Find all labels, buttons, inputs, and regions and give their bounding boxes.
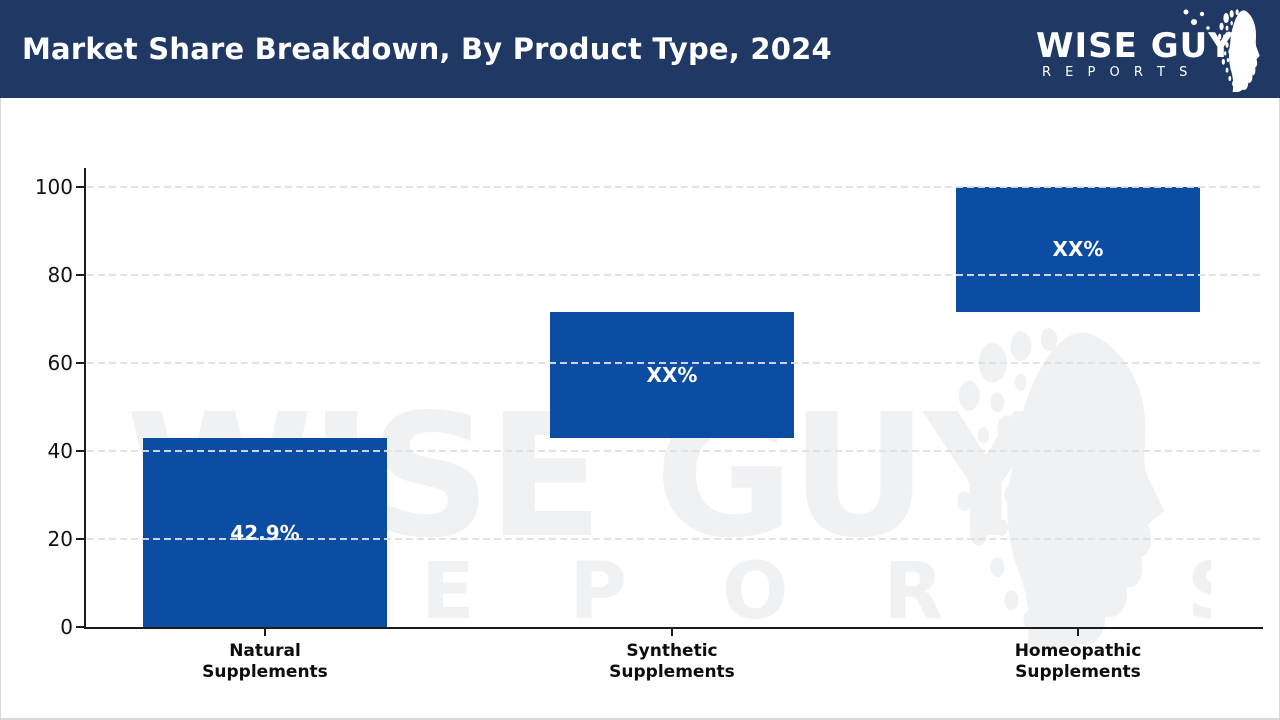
logo-wordmark: WISE GUY xyxy=(1036,26,1234,66)
y-tick-mark-60 xyxy=(76,361,84,364)
logo-dots xyxy=(1183,9,1210,30)
gridline-60 xyxy=(87,361,1263,364)
gridline-40 xyxy=(87,449,1263,452)
x-tick-label-line: Supplements xyxy=(609,662,735,682)
x-tick-mark-synthetic-supplements xyxy=(671,629,673,636)
x-tick-label-line: Supplements xyxy=(202,662,328,682)
chart-area: WISE GUY R E P O R T S 0 20 40 60 80 100 42.9%… xyxy=(0,98,1280,720)
y-tick-mark-40 xyxy=(76,449,84,452)
x-tick-label-line: Synthetic xyxy=(626,641,718,661)
bar-natural-supplements: 42.9% xyxy=(143,438,387,627)
x-tick-label-line: Homeopathic xyxy=(1014,641,1142,661)
y-axis-line xyxy=(84,168,86,629)
x-tick-label-synthetic-supplements: Synthetic Supplements xyxy=(512,641,832,683)
gridline-80 xyxy=(87,273,1263,276)
gridline-20 xyxy=(87,537,1263,540)
x-tick-label-line: Supplements xyxy=(1015,662,1141,682)
y-tick-label-60: 60 xyxy=(47,350,73,375)
header-bar: Market Share Breakdown, By Product Type,… xyxy=(0,0,1280,98)
x-tick-label-homeopathic-supplements: Homeopathic Supplements xyxy=(918,641,1238,683)
y-tick-mark-0 xyxy=(76,626,84,628)
y-tick-label-0: 0 xyxy=(60,615,73,639)
y-tick-label-20: 20 xyxy=(47,526,73,551)
x-axis-line xyxy=(84,627,1263,629)
logo-subtext: R E P O R T S xyxy=(1042,65,1192,80)
bar-synthetic-supplements: XX% xyxy=(550,312,794,438)
watermark-head-icon xyxy=(951,327,1165,653)
bar-homeopathic-supplements: XX% xyxy=(956,186,1200,313)
y-tick-label-100: 100 xyxy=(34,174,73,199)
bar-value-label-synthetic-supplements: XX% xyxy=(646,363,698,388)
page-title: Market Share Breakdown, By Product Type,… xyxy=(22,32,832,66)
gridline-100 xyxy=(87,185,1263,188)
x-tick-mark-homeopathic-supplements xyxy=(1077,629,1079,636)
bar-value-label-homeopathic-supplements: XX% xyxy=(1052,237,1104,262)
x-tick-label-natural-supplements: Natural Supplements xyxy=(105,641,425,683)
x-tick-label-line: Natural xyxy=(229,641,301,661)
y-tick-label-40: 40 xyxy=(47,438,73,463)
y-tick-mark-20 xyxy=(76,537,84,540)
wiseguy-logo: WISE GUY R E P O R T S xyxy=(1036,9,1260,92)
watermark-subtext: R E P O R T S xyxy=(266,547,1211,637)
y-tick-mark-100 xyxy=(76,185,84,188)
bar-value-label-natural-supplements: 42.9% xyxy=(230,520,300,545)
x-tick-mark-natural-supplements xyxy=(264,629,266,636)
y-tick-label-80: 80 xyxy=(47,262,73,287)
y-tick-mark-80 xyxy=(76,273,84,276)
